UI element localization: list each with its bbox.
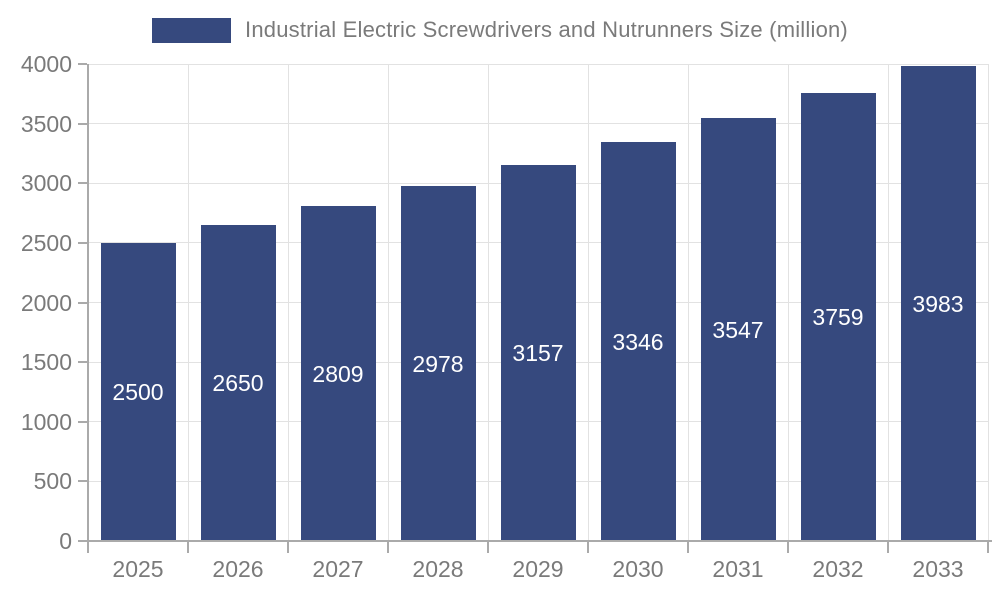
x-axis-tick — [687, 542, 689, 553]
y-axis-tick-label: 3500 — [20, 110, 72, 137]
gridline-vertical — [187, 64, 189, 541]
x-axis-tick — [187, 542, 189, 553]
bar-value-label: 3157 — [512, 340, 564, 366]
y-axis-line — [87, 64, 89, 541]
y-axis-tick-label: 2000 — [20, 289, 72, 316]
bar-value-label: 3759 — [812, 304, 864, 330]
x-axis-tick — [487, 542, 489, 553]
bar — [300, 206, 376, 541]
legend-label: Industrial Electric Screwdrivers and Nut… — [245, 17, 848, 42]
bar — [400, 186, 476, 541]
y-axis-tick-label: 2500 — [20, 229, 72, 256]
gridline-horizontal — [88, 63, 988, 65]
gridline-vertical — [787, 64, 789, 541]
gridline-vertical — [387, 64, 389, 541]
bar — [100, 243, 176, 541]
bar — [200, 225, 276, 541]
y-axis-tick — [78, 63, 87, 65]
legend-item[interactable]: Industrial Electric Screwdrivers and Nut… — [0, 17, 1000, 43]
y-axis-tick — [78, 301, 87, 304]
x-axis-tick-label: 2030 — [612, 556, 664, 582]
x-axis-tick — [787, 542, 789, 553]
gridline-vertical — [487, 64, 489, 541]
bar — [900, 66, 976, 541]
gridline-horizontal — [88, 123, 988, 125]
gridline-vertical — [287, 64, 289, 541]
bar-value-label: 2500 — [112, 379, 164, 405]
legend-swatch — [152, 17, 232, 43]
x-axis-tick-label: 2027 — [312, 556, 364, 582]
bar-value-label: 2809 — [312, 360, 364, 387]
x-axis-tick-label: 2025 — [112, 556, 164, 582]
x-axis-tick — [987, 542, 989, 553]
y-axis-tick-label: 4000 — [20, 51, 72, 77]
y-axis-tick — [78, 420, 87, 423]
gridline-vertical — [587, 64, 589, 541]
gridline-vertical — [687, 64, 689, 541]
bar-value-label: 3547 — [712, 316, 764, 343]
bar-value-label: 3346 — [612, 328, 664, 355]
y-axis-tick-label: 1500 — [20, 349, 72, 376]
x-axis-tick-label: 2033 — [912, 556, 964, 582]
bar-value-label: 2978 — [412, 350, 464, 377]
x-axis-tick — [387, 542, 389, 553]
y-axis-tick — [78, 480, 87, 483]
bar-value-label: 3983 — [912, 290, 964, 317]
x-axis-tick — [887, 542, 889, 553]
bar-value-label: 2650 — [212, 370, 264, 396]
y-axis-tick — [78, 122, 87, 125]
x-axis-tick-label: 2032 — [812, 556, 864, 582]
y-axis-tick-label: 3000 — [20, 170, 72, 197]
x-axis-tick-label: 2026 — [212, 556, 264, 582]
bar — [700, 118, 776, 541]
y-axis-tick — [78, 241, 87, 244]
gridline-vertical — [887, 64, 889, 541]
y-axis-tick — [78, 540, 87, 542]
bar — [500, 165, 576, 541]
x-axis-tick-label: 2028 — [412, 556, 464, 582]
bar — [800, 93, 876, 541]
x-axis-line — [86, 540, 992, 542]
y-axis-tick-label: 1000 — [20, 408, 72, 435]
plot-area: 0 500 1000 1500 2000 2500 3000 3500 4000 2500 2025… — [21, 51, 992, 582]
x-axis-tick-label: 2031 — [712, 556, 764, 582]
y-axis-tick — [78, 361, 87, 364]
y-axis-tick-label: 0 — [59, 528, 72, 554]
y-axis-tick — [78, 182, 87, 185]
x-axis-tick — [587, 542, 589, 553]
y-axis-tick-label: 500 — [33, 468, 72, 495]
x-axis-tick — [87, 542, 89, 553]
x-axis-tick-label: 2029 — [512, 556, 564, 582]
gridline-vertical — [987, 64, 989, 541]
x-axis-tick — [287, 542, 289, 553]
bar — [600, 142, 676, 541]
